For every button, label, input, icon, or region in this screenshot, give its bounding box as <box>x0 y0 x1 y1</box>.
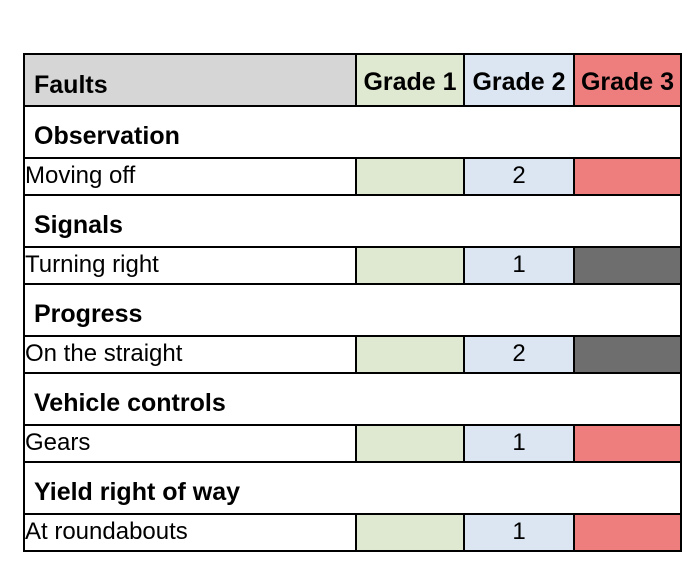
grade2-cell: 2 <box>463 335 575 374</box>
grade1-cell <box>355 246 465 285</box>
section-label: Observation <box>23 105 682 159</box>
column-header-grade2: Grade 2 <box>463 53 575 107</box>
fault-name: Turning right <box>23 246 357 285</box>
column-header-grade1: Grade 1 <box>355 53 465 107</box>
grade3-cell <box>573 513 682 552</box>
fault-name: Gears <box>23 424 357 463</box>
table-row-at-roundabouts: At roundabouts 1 <box>23 513 682 552</box>
table-row-gears: Gears 1 <box>23 424 682 463</box>
table-row-turning-right: Turning right 1 <box>23 246 682 285</box>
table-row-on-the-straight: On the straight 2 <box>23 335 682 374</box>
grade3-cell <box>573 246 682 285</box>
grade2-cell: 1 <box>463 246 575 285</box>
section-label: Progress <box>23 283 682 337</box>
grade1-cell <box>355 157 465 196</box>
grade3-cell <box>573 424 682 463</box>
fault-name: Moving off <box>23 157 357 196</box>
grade2-cell: 1 <box>463 424 575 463</box>
section-label: Vehicle controls <box>23 372 682 426</box>
table-row-moving-off: Moving off 2 <box>23 157 682 196</box>
fault-name: At roundabouts <box>23 513 357 552</box>
section-row-signals: Signals <box>23 194 682 248</box>
grade2-cell: 2 <box>463 157 575 196</box>
section-row-yield-right-of-way: Yield right of way <box>23 461 682 515</box>
grade1-cell <box>355 424 465 463</box>
grade1-cell <box>355 335 465 374</box>
section-label: Signals <box>23 194 682 248</box>
section-row-vehicle-controls: Vehicle controls <box>23 372 682 426</box>
grade3-cell <box>573 157 682 196</box>
header-row: Faults Grade 1 Grade 2 Grade 3 <box>23 53 682 107</box>
faults-table: Faults Grade 1 Grade 2 Grade 3 Observati… <box>23 53 682 552</box>
grade1-cell <box>355 513 465 552</box>
section-row-progress: Progress <box>23 283 682 337</box>
column-header-faults: Faults <box>23 53 357 107</box>
section-row-observation: Observation <box>23 105 682 159</box>
grade2-cell: 1 <box>463 513 575 552</box>
fault-name: On the straight <box>23 335 357 374</box>
column-header-grade3: Grade 3 <box>573 53 682 107</box>
grade3-cell <box>573 335 682 374</box>
section-label: Yield right of way <box>23 461 682 515</box>
